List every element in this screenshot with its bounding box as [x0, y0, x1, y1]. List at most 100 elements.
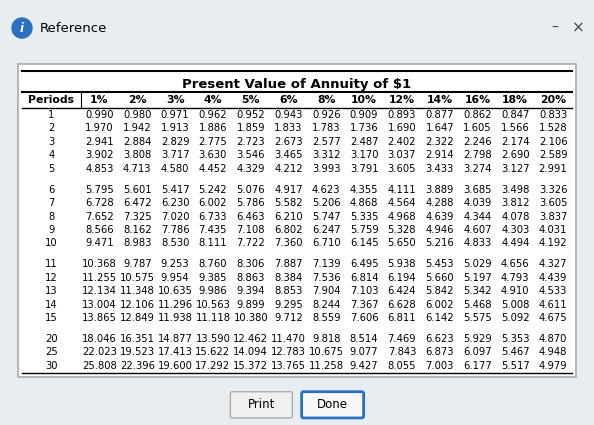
Text: 6.177: 6.177 [463, 361, 492, 371]
Text: 4.564: 4.564 [388, 198, 416, 208]
Text: 7.469: 7.469 [387, 334, 416, 344]
Text: 4.968: 4.968 [388, 212, 416, 221]
Text: 4.355: 4.355 [350, 184, 378, 195]
Text: 3.889: 3.889 [425, 184, 454, 195]
Text: 3.717: 3.717 [161, 150, 189, 160]
Text: 13.004: 13.004 [82, 300, 117, 310]
Text: 6.811: 6.811 [387, 313, 416, 323]
Text: 2.991: 2.991 [539, 164, 567, 174]
Text: 10.368: 10.368 [82, 259, 117, 269]
Text: 4.713: 4.713 [123, 164, 151, 174]
Text: 3.902: 3.902 [86, 150, 113, 160]
Text: 9.385: 9.385 [198, 273, 227, 283]
Text: 6.097: 6.097 [463, 347, 492, 357]
Text: 4.303: 4.303 [501, 225, 529, 235]
Text: 6.873: 6.873 [425, 347, 454, 357]
Text: 3.037: 3.037 [388, 150, 416, 160]
Text: 4.607: 4.607 [463, 225, 492, 235]
Text: 1.970: 1.970 [85, 123, 114, 133]
Text: 5.353: 5.353 [501, 334, 529, 344]
Text: Periods: Periods [29, 95, 74, 105]
Text: 4.910: 4.910 [501, 286, 529, 296]
Text: 4.946: 4.946 [425, 225, 454, 235]
Text: 5.575: 5.575 [463, 313, 492, 323]
Text: ×: × [571, 20, 584, 36]
Text: 10%: 10% [351, 95, 377, 105]
Text: Reference: Reference [40, 22, 108, 34]
Text: 5.795: 5.795 [85, 184, 114, 195]
Text: 0.971: 0.971 [161, 110, 189, 120]
Text: 6.002: 6.002 [425, 300, 454, 310]
Text: 13.865: 13.865 [82, 313, 117, 323]
Text: 5.467: 5.467 [501, 347, 530, 357]
Text: 5.601: 5.601 [123, 184, 151, 195]
Text: 4.611: 4.611 [539, 300, 567, 310]
Text: 4.979: 4.979 [539, 361, 567, 371]
Text: 9.295: 9.295 [274, 300, 303, 310]
Text: 5.759: 5.759 [350, 225, 378, 235]
Text: 0.893: 0.893 [388, 110, 416, 120]
Text: 25: 25 [45, 347, 58, 357]
Text: 4.452: 4.452 [198, 164, 227, 174]
Text: 3.312: 3.312 [312, 150, 340, 160]
Text: 7.435: 7.435 [198, 225, 227, 235]
Text: 19.523: 19.523 [120, 347, 155, 357]
Text: 7.139: 7.139 [312, 259, 340, 269]
Text: 5.660: 5.660 [425, 273, 454, 283]
Text: 10: 10 [45, 238, 58, 249]
Text: 2.914: 2.914 [425, 150, 454, 160]
Text: 4.329: 4.329 [236, 164, 265, 174]
Text: 4.212: 4.212 [274, 164, 303, 174]
Text: 6.628: 6.628 [387, 300, 416, 310]
Text: 5.216: 5.216 [425, 238, 454, 249]
Text: 5.092: 5.092 [501, 313, 530, 323]
Text: 8.055: 8.055 [388, 361, 416, 371]
Text: 4.111: 4.111 [387, 184, 416, 195]
Text: 4.533: 4.533 [539, 286, 567, 296]
Text: 11.296: 11.296 [157, 300, 192, 310]
Text: 5.938: 5.938 [388, 259, 416, 269]
Text: 20: 20 [45, 334, 58, 344]
Text: 7.652: 7.652 [85, 212, 114, 221]
Text: 6.194: 6.194 [387, 273, 416, 283]
Text: 3.546: 3.546 [236, 150, 265, 160]
Text: 1.886: 1.886 [198, 123, 227, 133]
Text: 1.833: 1.833 [274, 123, 303, 133]
Text: 2.690: 2.690 [501, 150, 530, 160]
Text: 4.039: 4.039 [463, 198, 492, 208]
Text: 12%: 12% [389, 95, 415, 105]
Text: 5.929: 5.929 [463, 334, 492, 344]
Text: 7.020: 7.020 [161, 212, 189, 221]
Text: 12.783: 12.783 [271, 347, 306, 357]
Text: 10.635: 10.635 [157, 286, 192, 296]
Text: 2.322: 2.322 [425, 137, 454, 147]
Text: 4.656: 4.656 [501, 259, 530, 269]
Text: 11.470: 11.470 [271, 334, 306, 344]
Text: 4: 4 [48, 150, 55, 160]
Text: 8.244: 8.244 [312, 300, 340, 310]
Text: 8.530: 8.530 [161, 238, 189, 249]
Text: 14%: 14% [426, 95, 453, 105]
Text: 2: 2 [48, 123, 55, 133]
Text: 11.938: 11.938 [157, 313, 192, 323]
Text: Done: Done [317, 398, 348, 411]
Text: 4.675: 4.675 [539, 313, 567, 323]
Text: 11.118: 11.118 [195, 313, 230, 323]
Text: 9.954: 9.954 [161, 273, 189, 283]
Text: 8.760: 8.760 [198, 259, 227, 269]
Text: 5.242: 5.242 [198, 184, 228, 195]
Text: 1%: 1% [90, 95, 109, 105]
Text: 14.094: 14.094 [233, 347, 268, 357]
Text: 3.837: 3.837 [539, 212, 567, 221]
Text: 0.926: 0.926 [312, 110, 340, 120]
Text: 22.396: 22.396 [120, 361, 155, 371]
Text: 5.468: 5.468 [463, 300, 492, 310]
Text: 8: 8 [48, 212, 55, 221]
Text: 11.348: 11.348 [120, 286, 154, 296]
Text: 2.673: 2.673 [274, 137, 303, 147]
Text: 9.077: 9.077 [350, 347, 378, 357]
Text: 3.465: 3.465 [274, 150, 303, 160]
Text: 13: 13 [45, 286, 58, 296]
Text: 12.849: 12.849 [120, 313, 154, 323]
Text: 4.833: 4.833 [463, 238, 492, 249]
